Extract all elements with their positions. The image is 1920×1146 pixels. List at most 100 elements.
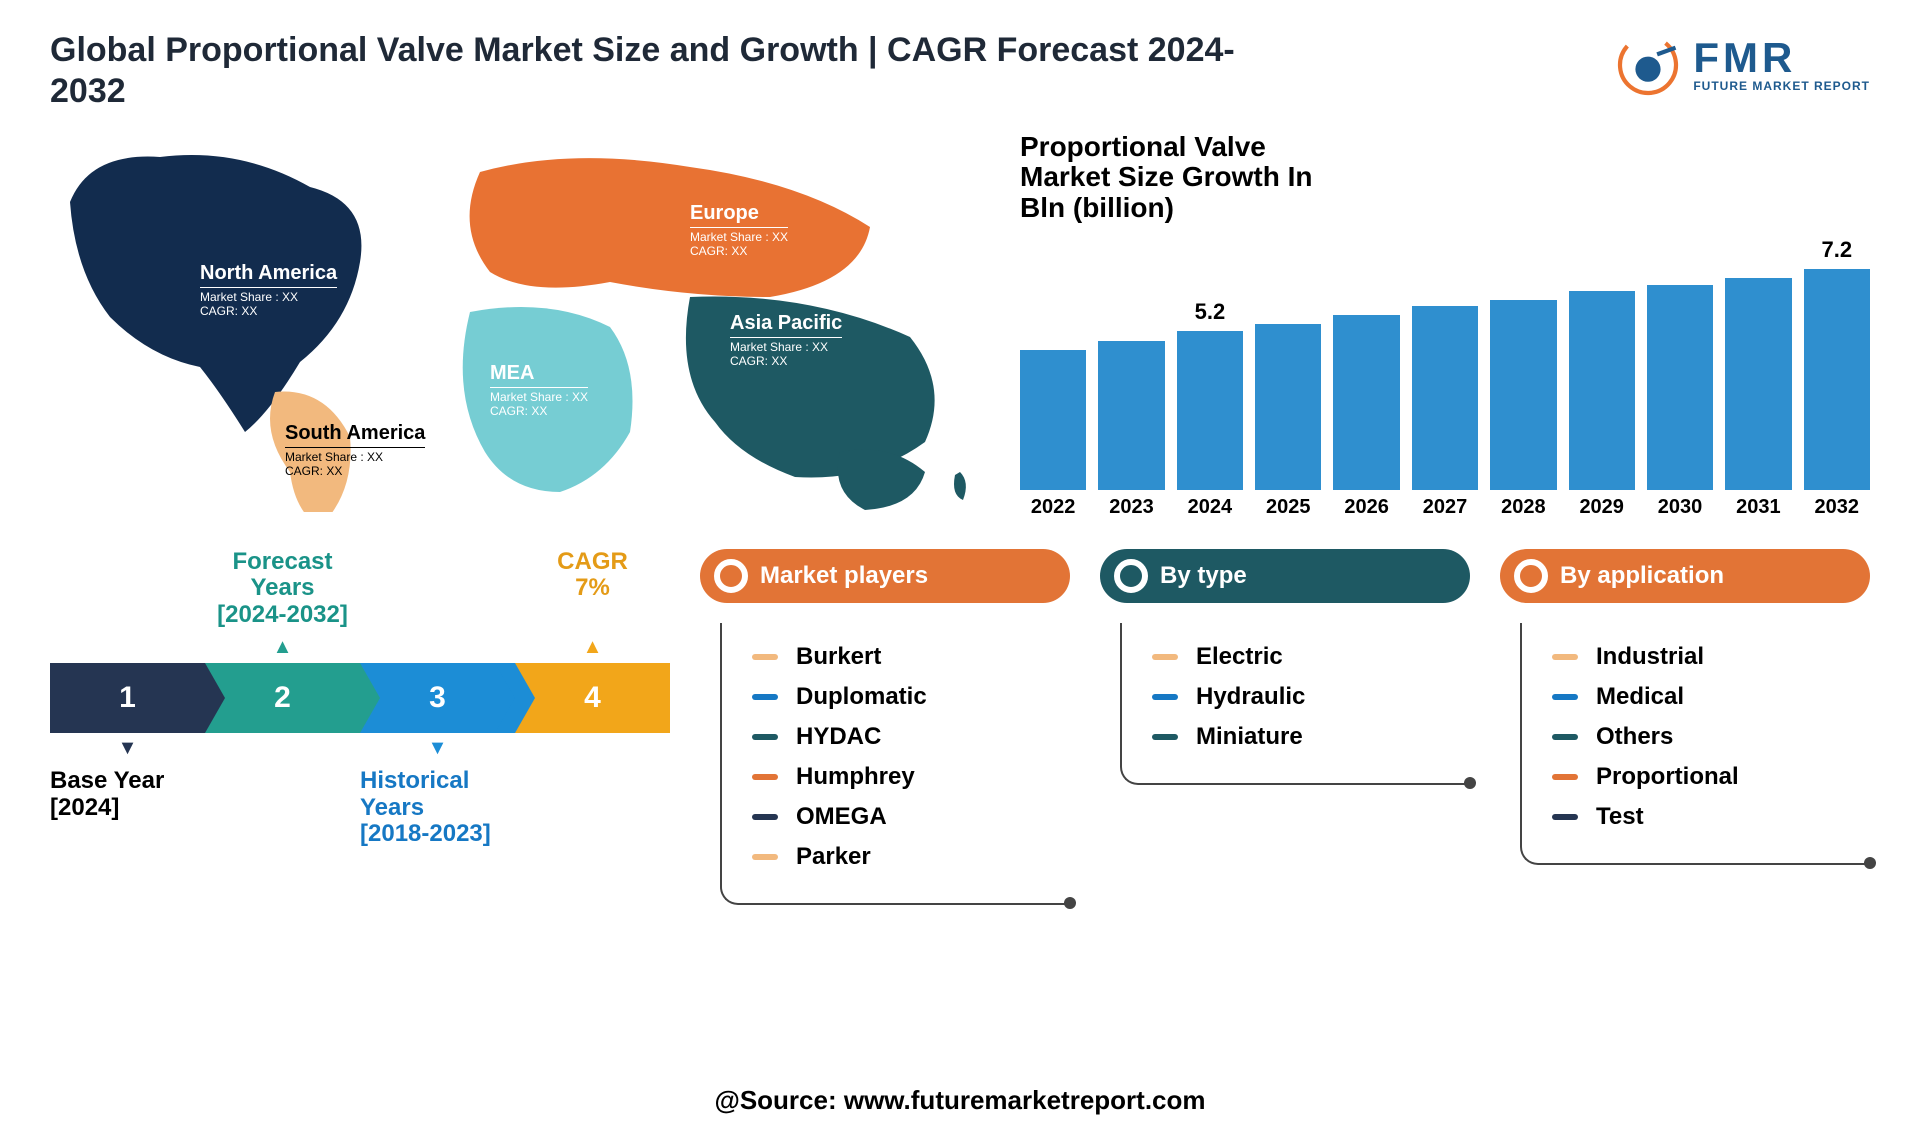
region-share-sa: Market Share : XX (285, 450, 425, 464)
region-name-na: North America (200, 262, 337, 288)
region-name-sa: South America (285, 422, 425, 448)
category-item: Parker (752, 843, 1060, 871)
bar-year-label: 2032 (1815, 496, 1860, 519)
timeline-arrow: ▼ (50, 737, 205, 760)
region-cagr-ap: CAGR: XX (730, 354, 842, 368)
category-item-label: Duplomatic (796, 683, 927, 711)
bar-rect (1412, 306, 1478, 490)
category-item-label: Humphrey (796, 763, 915, 791)
category-column: By application Industrial Medical Others Pro… (1500, 549, 1870, 905)
timeline-arrow (515, 737, 670, 760)
category-item: Humphrey (752, 763, 1060, 791)
category-pill: Market players (700, 549, 1070, 603)
category-list: Burkert Duplomatic HYDAC Humphrey OMEGA Parke… (720, 623, 1070, 905)
category-item: Others (1552, 723, 1860, 751)
category-item: Burkert (752, 643, 1060, 671)
bar-item: 2022 (1020, 318, 1086, 519)
bar-value-label: 5.2 (1195, 299, 1226, 325)
category-item: Test (1552, 803, 1860, 831)
timeline-arrow (360, 636, 515, 659)
category-item-label: Test (1596, 803, 1644, 831)
timeline-label-bottom (205, 768, 360, 847)
timeline-arrow (50, 636, 205, 659)
category-item-label: OMEGA (796, 803, 887, 831)
timeline-segment: 1 (50, 663, 205, 733)
tick-icon (1552, 654, 1578, 660)
category-item: Medical (1552, 683, 1860, 711)
bar-item: 2027 (1412, 274, 1478, 519)
region-cagr-mea: CAGR: XX (490, 404, 588, 418)
tick-icon (752, 654, 778, 660)
timeline-arrow (205, 737, 360, 760)
region-share-eu: Market Share : XX (690, 230, 788, 244)
bar-rect (1725, 278, 1791, 490)
tick-icon (1152, 694, 1178, 700)
page-title: Global Proportional Valve Market Size an… (50, 30, 1250, 112)
tick-icon (752, 814, 778, 820)
category-list: Industrial Medical Others Proportional Test (1520, 623, 1870, 865)
logo-text-sub: FUTURE MARKET REPORT (1693, 79, 1870, 93)
category-pill: By application (1500, 549, 1870, 603)
bar-value-label: 7.2 (1821, 237, 1852, 263)
tick-icon (752, 854, 778, 860)
chart-title: Proportional Valve Market Size Growth In… (1020, 132, 1360, 224)
category-item-label: HYDAC (796, 723, 881, 751)
timeline-arrow: ▲ (205, 636, 360, 659)
tick-icon (1552, 814, 1578, 820)
bar-rect (1255, 324, 1321, 490)
timeline: Forecast Years[2024-2032]CAGR7% ▲▲ 1234 … (50, 549, 670, 905)
tick-icon (752, 734, 778, 740)
bar-rect (1177, 331, 1243, 490)
tick-icon (1552, 694, 1578, 700)
bar-year-label: 2027 (1423, 496, 1468, 519)
bar-rect (1490, 300, 1556, 490)
timeline-label-top: Forecast Years[2024-2032] (205, 549, 360, 628)
timeline-arrow: ▲ (515, 636, 670, 659)
header: Global Proportional Valve Market Size an… (50, 30, 1870, 112)
timeline-arrow: ▼ (360, 737, 515, 760)
category-item: Proportional (1552, 763, 1860, 791)
bar-year-label: 2031 (1736, 496, 1781, 519)
timeline-label-top (50, 549, 205, 628)
category-list: Electric Hydraulic Miniature (1120, 623, 1470, 785)
category-item: HYDAC (752, 723, 1060, 751)
bar-item: 2031 (1725, 246, 1791, 519)
region-cagr-eu: CAGR: XX (690, 244, 788, 258)
bar-rect (1569, 291, 1635, 490)
bar-year-label: 2026 (1344, 496, 1389, 519)
bar-chart: 202220235.220242025202620272028202920302… (1020, 239, 1870, 519)
bar-year-label: 2029 (1579, 496, 1624, 519)
region-share-ap: Market Share : XX (730, 340, 842, 354)
bar-item: 5.22024 (1177, 299, 1243, 519)
tick-icon (752, 774, 778, 780)
category-item: OMEGA (752, 803, 1060, 831)
category-item: Miniature (1152, 723, 1460, 751)
bar-chart-section: Proportional Valve Market Size Growth In… (1020, 132, 1870, 519)
category-item-label: Parker (796, 843, 871, 871)
bar-item: 7.2 2032 (1804, 237, 1870, 519)
bar-year-label: 2028 (1501, 496, 1546, 519)
timeline-segment: 3 (360, 663, 515, 733)
timeline-segment: 2 (205, 663, 360, 733)
category-item-label: Hydraulic (1196, 683, 1305, 711)
region-share-na: Market Share : XX (200, 290, 337, 304)
bar-item: 2029 (1569, 259, 1635, 519)
timeline-label-bottom: Historical Years[2018-2023] (360, 768, 515, 847)
logo: FMR FUTURE MARKET REPORT (1613, 30, 1870, 100)
category-item-label: Electric (1196, 643, 1283, 671)
bar-item: 2025 (1255, 292, 1321, 519)
category-item-label: Medical (1596, 683, 1684, 711)
category-item-label: Miniature (1196, 723, 1303, 751)
category-item-label: Others (1596, 723, 1673, 751)
category-pill: By type (1100, 549, 1470, 603)
timeline-segment: 4 (515, 663, 670, 733)
timeline-label-bottom (515, 768, 670, 847)
world-map: North America Market Share : XX CAGR: XX… (50, 132, 990, 512)
region-name-ap: Asia Pacific (730, 312, 842, 338)
category-item: Industrial (1552, 643, 1860, 671)
logo-icon (1613, 30, 1683, 100)
category-item-label: Burkert (796, 643, 881, 671)
region-cagr-sa: CAGR: XX (285, 464, 425, 478)
bar-year-label: 2025 (1266, 496, 1311, 519)
timeline-label-top (360, 549, 515, 628)
